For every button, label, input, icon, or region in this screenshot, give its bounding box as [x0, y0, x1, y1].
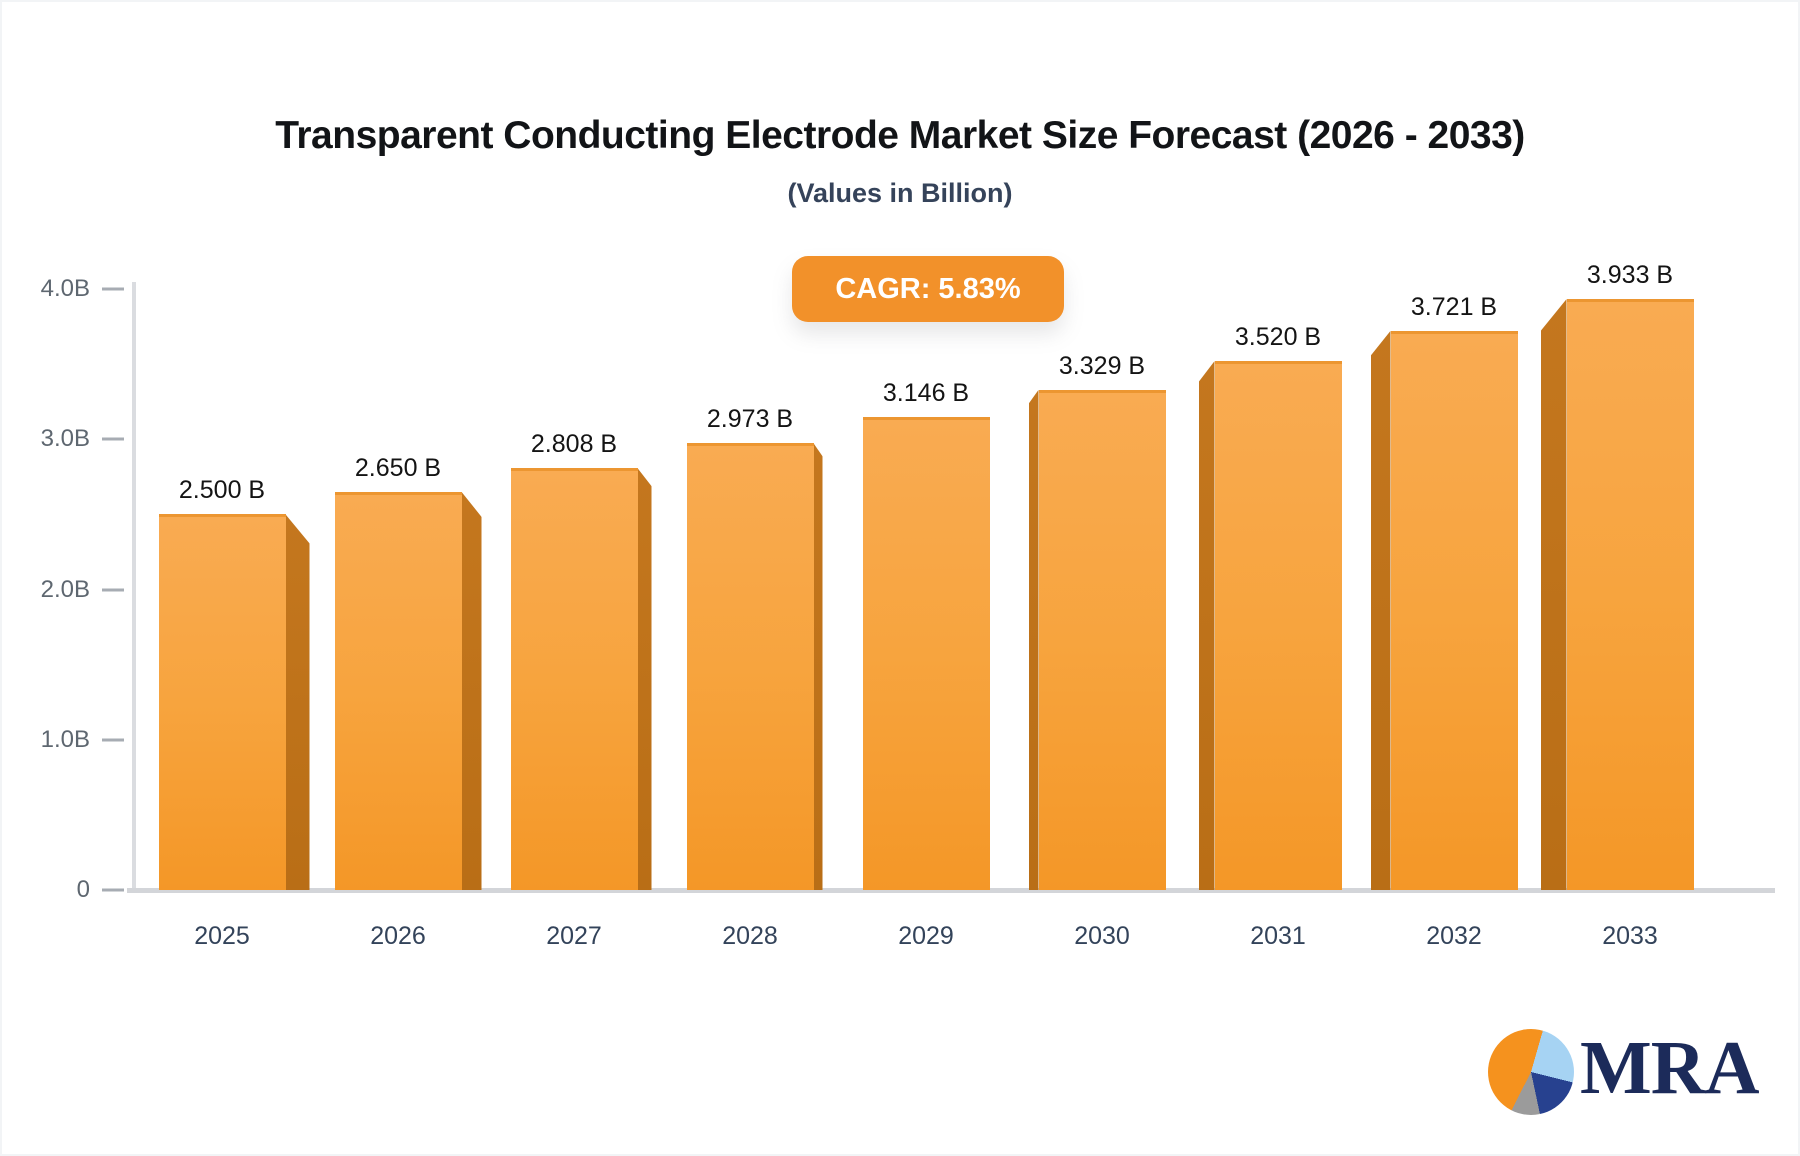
y-tick-dash [102, 437, 124, 441]
bar-face [334, 491, 462, 890]
bar-face [1214, 361, 1342, 890]
bar-side-face [285, 514, 310, 890]
bar-face [1390, 330, 1518, 890]
x-axis-line [127, 888, 1775, 893]
y-tick-label-3.0B: 3.0B [40, 425, 90, 453]
bar-value-label-2028: 2.973 B [706, 405, 794, 434]
bar-side-face [1370, 330, 1391, 890]
bar-value-label-2026: 2.650 B [354, 453, 442, 482]
bar-value-label-2031: 3.520 B [1234, 323, 1322, 352]
bar-2025 [158, 514, 310, 890]
x-tick-label-2029: 2029 [898, 922, 954, 950]
y-tick-label-2.0B: 2.0B [40, 575, 90, 603]
bar-value-label-2033: 3.933 B [1586, 261, 1674, 290]
mra-logo-text: MRA [1580, 1026, 1760, 1110]
x-tick-label-2033: 2033 [1602, 922, 1658, 950]
bar-value-label-2030: 3.329 B [1058, 351, 1146, 380]
bar-side-face [813, 443, 823, 890]
bar-2029 [862, 417, 990, 890]
x-tick-label-2028: 2028 [722, 922, 778, 950]
mra-pie-icon [1488, 1029, 1574, 1115]
cagr-badge: CAGR: 5.83% [792, 256, 1064, 322]
bar-side-face [461, 491, 482, 890]
y-tick-label-0: 0 [76, 876, 90, 903]
y-tick-label-1.0B: 1.0B [40, 725, 90, 753]
y-tick-dash [102, 287, 124, 291]
bar-value-label-2025: 2.500 B [178, 476, 266, 505]
bar-2032 [1370, 330, 1518, 890]
bar-side-face [637, 468, 652, 890]
bar-side-face [1028, 389, 1039, 890]
x-tick-label-2026: 2026 [370, 922, 426, 950]
y-tick-dash [102, 738, 124, 742]
y-tick-dash [102, 888, 124, 892]
bar-2028 [686, 443, 823, 890]
x-tick-label-2030: 2030 [1074, 922, 1130, 950]
bar-face [158, 514, 286, 890]
bar-2031 [1198, 361, 1342, 890]
bar-face [510, 468, 638, 890]
x-tick-label-2027: 2027 [546, 922, 602, 950]
bar-value-label-2027: 2.808 B [530, 430, 618, 459]
bar-face [1566, 299, 1694, 890]
bar-face [862, 417, 990, 890]
y-axis-line [132, 282, 136, 892]
bar-side-face [1198, 361, 1215, 890]
x-tick-label-2025: 2025 [194, 922, 250, 950]
bar-2030 [1028, 389, 1166, 890]
x-tick-label-2032: 2032 [1426, 922, 1482, 950]
y-tick-dash [102, 588, 124, 591]
y-tick-label-4.0B: 4.0B [40, 275, 90, 302]
bar-2027 [510, 468, 652, 890]
page-subtitle: (Values in Billion) [787, 178, 1013, 208]
x-tick-label-2031: 2031 [1250, 922, 1306, 950]
bar-side-face [1540, 299, 1567, 890]
bar-2033 [1540, 299, 1694, 890]
bar-value-label-2029: 3.146 B [882, 379, 970, 408]
bar-face [686, 443, 814, 890]
cagr-badge-label: CAGR: 5.83% [835, 272, 1021, 305]
mra-logo: MRA [1488, 1026, 1760, 1121]
bar-face [1038, 389, 1166, 890]
page-title: Transparent Conducting Electrode Market … [275, 114, 1525, 157]
bar-2026 [334, 491, 482, 890]
bar-value-label-2032: 3.721 B [1410, 292, 1498, 321]
